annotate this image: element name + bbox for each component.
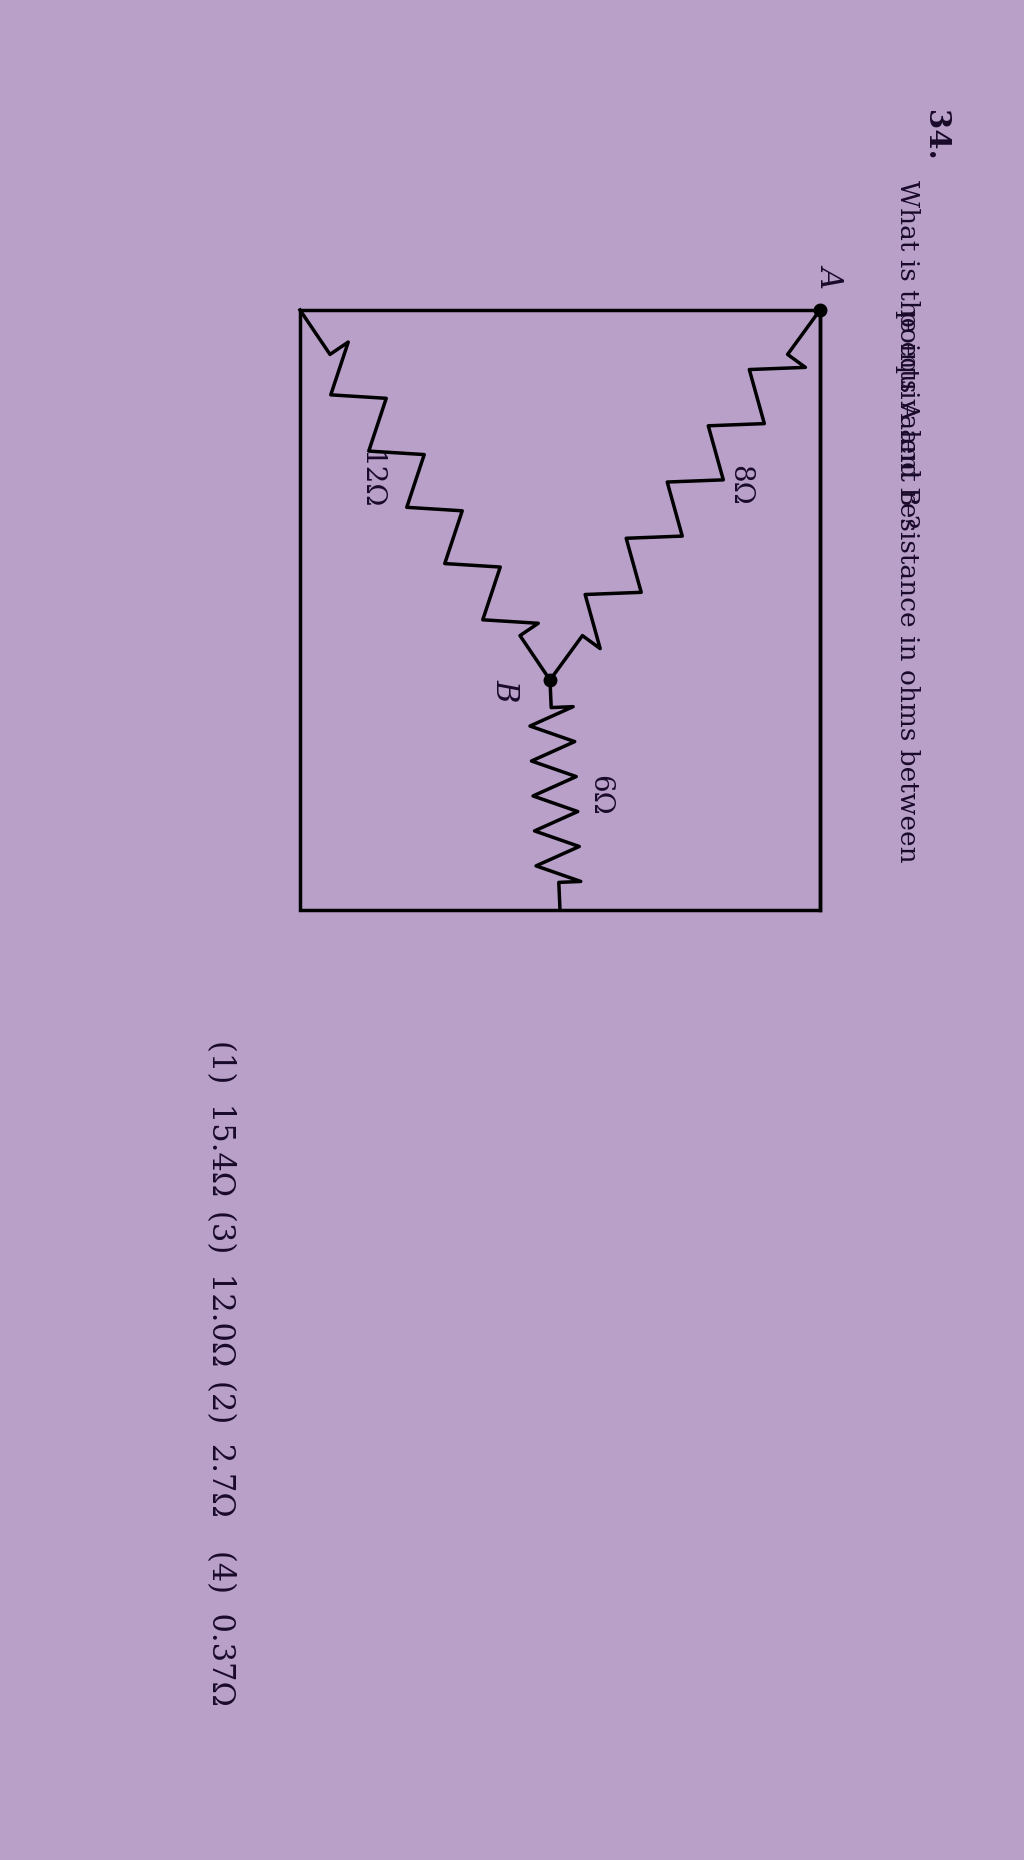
- Text: (1)  15.4Ω: (1) 15.4Ω: [205, 1040, 236, 1196]
- Text: A: A: [815, 264, 846, 286]
- Text: points A and B ?: points A and B ?: [895, 311, 920, 528]
- Text: (3)  12.0Ω: (3) 12.0Ω: [205, 1211, 236, 1367]
- Text: What is the equivalent resistance in ohms between: What is the equivalent resistance in ohm…: [895, 180, 920, 863]
- Text: (2)  2.7Ω: (2) 2.7Ω: [205, 1380, 236, 1516]
- Text: 12Ω: 12Ω: [356, 450, 384, 510]
- Text: (4)  0.37Ω: (4) 0.37Ω: [205, 1549, 236, 1706]
- Text: B: B: [489, 679, 520, 701]
- Text: 8Ω: 8Ω: [726, 465, 754, 506]
- Text: 6Ω: 6Ω: [587, 774, 613, 815]
- Text: 34.: 34.: [921, 110, 950, 160]
- Bar: [300, 311, 820, 910]
